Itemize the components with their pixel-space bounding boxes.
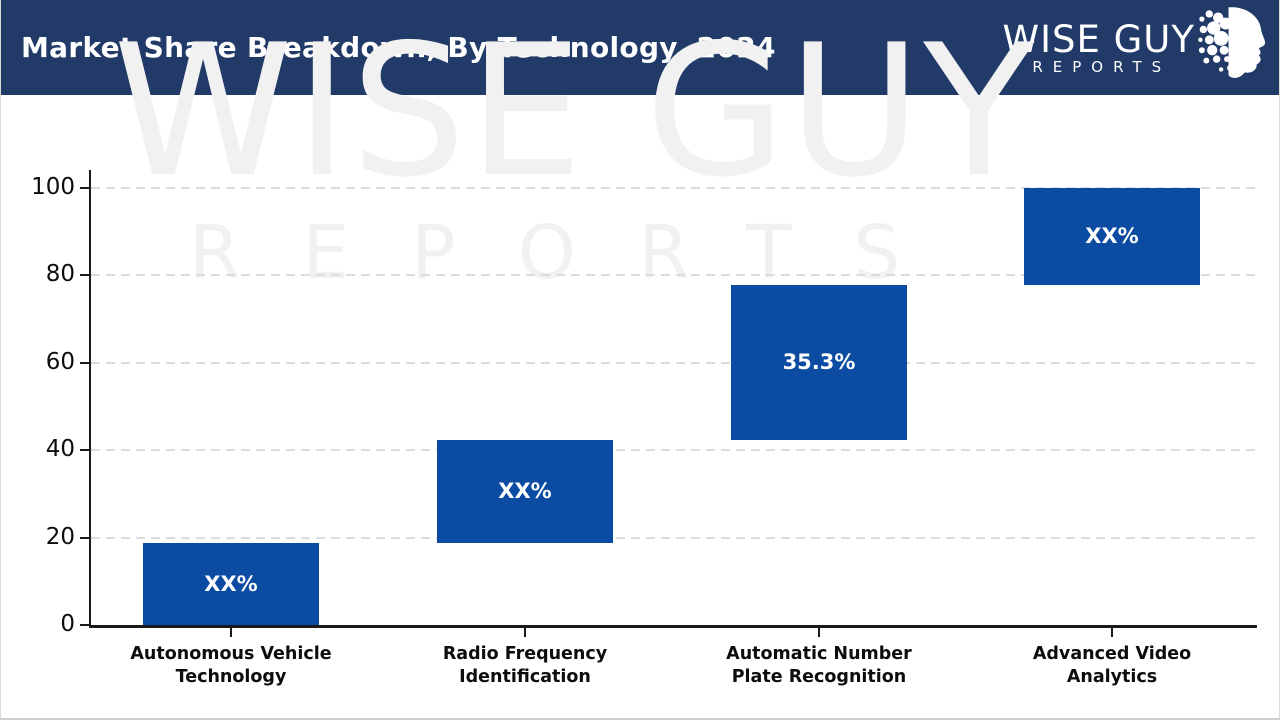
- chart-title: Market Share Breakdown, By Technology, 2…: [21, 31, 776, 64]
- bar-1: XX%: [143, 542, 319, 625]
- y-tick-mark: [80, 624, 89, 626]
- y-tick-label: 20: [45, 523, 75, 550]
- gridline: [91, 274, 1257, 276]
- bar-2: XX%: [437, 439, 613, 543]
- logo-wordmark: WISE GUY: [1002, 17, 1195, 61]
- gridline: [91, 449, 1257, 451]
- x-tick-mark: [230, 628, 232, 637]
- x-category-label: Advanced Video Analytics: [1032, 644, 1192, 687]
- x-axis-spine: [89, 625, 1257, 628]
- bar-value-label: XX%: [1085, 224, 1139, 249]
- bar-value-label: XX%: [204, 571, 258, 596]
- bar-3: 35.3%: [731, 285, 907, 440]
- header-bar: Market Share Breakdown, By Technology, 2…: [1, 0, 1279, 95]
- y-tick-label: 100: [31, 173, 75, 200]
- x-tick-mark: [1111, 628, 1113, 637]
- y-tick-label: 60: [45, 348, 75, 375]
- logo-face-icon: [1198, 6, 1266, 78]
- y-tick-mark: [80, 449, 89, 451]
- y-tick-label: 80: [45, 261, 75, 287]
- watermark-subtext: REPORTS: [189, 210, 963, 296]
- logo-subtext: REPORTS: [1032, 57, 1172, 76]
- wiseguy-logo: WISE GUY REPORTS: [1002, 6, 1267, 89]
- y-tick-mark: [80, 536, 89, 539]
- y-tick-label: 40: [45, 436, 75, 462]
- gridline: [91, 536, 1257, 539]
- gridline: [91, 186, 1257, 189]
- y-tick-mark: [80, 361, 89, 364]
- y-axis-spine: [89, 170, 91, 627]
- chart-area: WISE GUY REPORTS 0 20 40 60 80 100 XX% XX% 35.3…: [1, 5, 1279, 718]
- x-tick-mark: [818, 628, 820, 637]
- y-tick-label: 0: [60, 611, 75, 637]
- x-tick-mark: [524, 628, 526, 637]
- bar-value-label: 35.3%: [782, 350, 856, 375]
- bar-value-label: XX%: [498, 479, 552, 504]
- y-tick-mark: [80, 274, 89, 276]
- gridline: [91, 361, 1257, 364]
- x-category-label: Autonomous Vehicle Technology: [130, 644, 332, 687]
- y-tick-mark: [80, 186, 89, 189]
- x-category-label: Radio Frequency Identification: [442, 644, 608, 687]
- bar-4: XX%: [1024, 187, 1200, 286]
- x-category-label: Automatic Number Plate Recognition: [726, 644, 912, 687]
